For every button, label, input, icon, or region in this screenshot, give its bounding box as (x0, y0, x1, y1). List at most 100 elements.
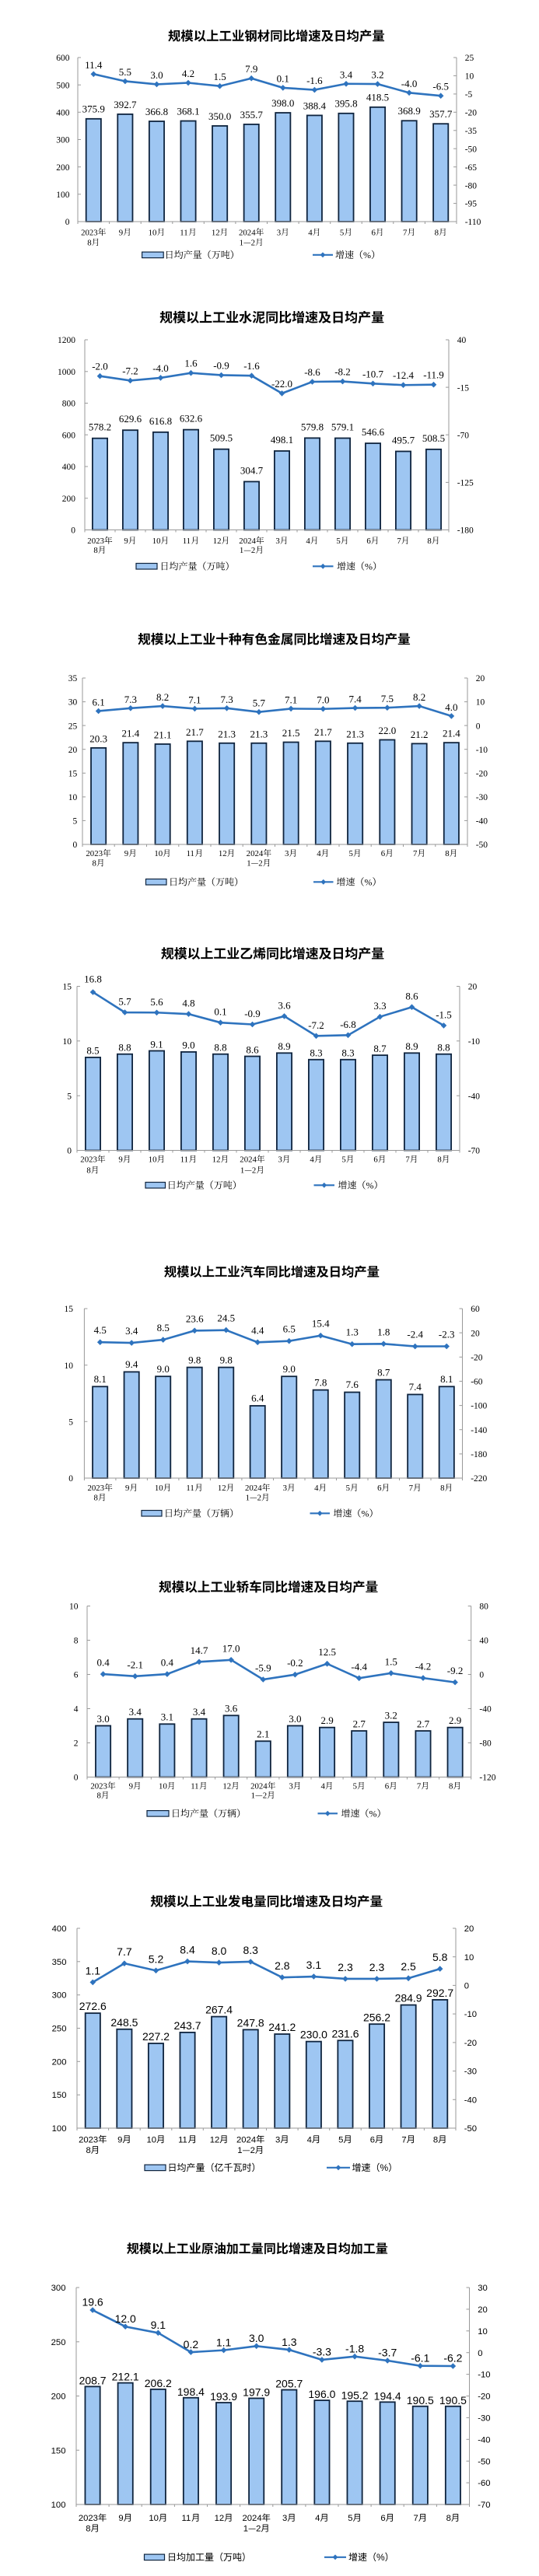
svg-text:3.2: 3.2 (385, 1709, 397, 1721)
svg-text:1.3: 1.3 (346, 1326, 359, 1338)
svg-text:7.3: 7.3 (220, 694, 233, 705)
svg-text:578.2: 578.2 (89, 421, 111, 433)
svg-text:579.1: 579.1 (331, 421, 354, 433)
svg-text:-70: -70 (478, 2501, 490, 2510)
svg-text:350.0: 350.0 (208, 110, 231, 122)
svg-text:194.4: 194.4 (374, 2389, 401, 2402)
svg-text:2.8: 2.8 (275, 1959, 290, 1972)
svg-text:11: 11 (183, 537, 191, 546)
svg-text:5.8: 5.8 (432, 1951, 448, 1963)
svg-text:19.6: 19.6 (82, 2296, 103, 2309)
svg-text:392.7: 392.7 (114, 99, 137, 110)
svg-text:3.1: 3.1 (161, 1711, 173, 1723)
svg-text:1: 1 (240, 1166, 244, 1176)
svg-text:-40: -40 (478, 2435, 490, 2445)
svg-text:7.1: 7.1 (285, 694, 297, 705)
svg-text:80: 80 (479, 1603, 488, 1612)
svg-text:7: 7 (417, 1782, 422, 1791)
svg-text:10: 10 (155, 1484, 163, 1493)
svg-text:35: 35 (68, 674, 78, 683)
svg-text:%: % (369, 1809, 377, 1819)
svg-text:500: 500 (56, 81, 70, 90)
svg-text:7.6: 7.6 (346, 1379, 359, 1390)
svg-text:1: 1 (247, 859, 250, 869)
svg-text:21.3: 21.3 (346, 728, 364, 739)
svg-text:%: % (365, 561, 373, 572)
svg-text:355.7: 355.7 (240, 109, 264, 121)
svg-text:10: 10 (465, 72, 474, 82)
svg-text:3.2: 3.2 (371, 69, 383, 81)
svg-text:10: 10 (149, 228, 157, 237)
svg-text:4.0: 4.0 (445, 701, 457, 713)
svg-text:%: % (363, 250, 371, 260)
svg-text:10: 10 (149, 1155, 157, 1165)
svg-text:632.6: 632.6 (180, 413, 203, 425)
svg-text:-12.4: -12.4 (393, 369, 415, 381)
svg-text:8.9: 8.9 (278, 1040, 290, 1052)
svg-text:11: 11 (180, 1155, 188, 1165)
svg-text:2: 2 (258, 859, 262, 869)
svg-text:5.2: 5.2 (149, 1952, 164, 1965)
svg-text:20: 20 (464, 1924, 474, 1934)
svg-text:3.0: 3.0 (96, 1713, 109, 1725)
svg-text:24.5: 24.5 (217, 1312, 235, 1324)
svg-text:8: 8 (86, 2146, 91, 2155)
svg-text:1: 1 (237, 2146, 242, 2155)
svg-text:3.0: 3.0 (150, 69, 163, 81)
svg-text:-3.7: -3.7 (378, 2347, 397, 2359)
svg-text:12.0: 12.0 (115, 2312, 136, 2325)
svg-text:21.1: 21.1 (154, 729, 172, 741)
svg-text:9.1: 9.1 (151, 2319, 166, 2331)
svg-text:5.5: 5.5 (119, 66, 131, 78)
svg-text:2: 2 (251, 238, 255, 247)
svg-text:400: 400 (62, 463, 76, 472)
svg-text:-1.8: -1.8 (345, 2342, 364, 2354)
svg-text:2.9: 2.9 (320, 1714, 333, 1726)
svg-text:6.4: 6.4 (251, 1393, 264, 1404)
svg-text:10: 10 (65, 1361, 74, 1371)
svg-text:0.1: 0.1 (214, 1006, 226, 1018)
svg-text:8: 8 (440, 1484, 444, 1493)
svg-text:5: 5 (67, 1092, 72, 1101)
svg-text:8: 8 (445, 849, 449, 858)
svg-text:8: 8 (74, 1637, 79, 1646)
svg-text:-40: -40 (468, 1092, 481, 1101)
svg-text:7.7: 7.7 (117, 1945, 132, 1958)
svg-text:-30: -30 (464, 2067, 477, 2077)
svg-text:9: 9 (118, 2514, 123, 2523)
svg-text:2024: 2024 (242, 2514, 261, 2523)
svg-text:7.5: 7.5 (381, 693, 394, 704)
svg-text:2023: 2023 (81, 228, 98, 237)
svg-text:10: 10 (159, 1782, 167, 1791)
svg-text:22.0: 22.0 (379, 725, 397, 736)
svg-text:11: 11 (180, 228, 187, 237)
svg-text:25: 25 (68, 722, 78, 731)
svg-text:12: 12 (210, 2135, 220, 2144)
svg-text:2.7: 2.7 (353, 1718, 366, 1729)
svg-text:4: 4 (307, 2135, 312, 2144)
svg-text:-30: -30 (476, 793, 488, 802)
svg-text:0: 0 (74, 1774, 79, 1783)
svg-text:368.1: 368.1 (177, 106, 199, 117)
svg-text:11: 11 (182, 2514, 191, 2523)
svg-text:6: 6 (370, 2135, 375, 2144)
svg-text:3: 3 (289, 1782, 292, 1791)
svg-text:3.0: 3.0 (289, 1713, 301, 1725)
svg-text:12.5: 12.5 (318, 1646, 336, 1658)
svg-text:5: 5 (340, 228, 344, 237)
svg-text:11: 11 (191, 1782, 198, 1791)
svg-text:368.9: 368.9 (397, 105, 420, 117)
svg-text:20: 20 (478, 2305, 488, 2315)
svg-text:195.2: 195.2 (341, 2389, 369, 2401)
svg-text:3.4: 3.4 (129, 1706, 142, 1718)
svg-text:3.4: 3.4 (125, 1325, 138, 1337)
svg-text:2: 2 (256, 2525, 261, 2534)
svg-text:8.6: 8.6 (246, 1043, 259, 1055)
svg-text:8: 8 (446, 2514, 451, 2523)
svg-text:3: 3 (283, 1484, 287, 1493)
svg-text:5: 5 (341, 1155, 345, 1165)
svg-text:508.5: 508.5 (422, 432, 445, 444)
svg-text:1.3: 1.3 (282, 2336, 297, 2348)
svg-text:3.4: 3.4 (193, 1706, 206, 1718)
svg-text:9: 9 (119, 228, 123, 237)
